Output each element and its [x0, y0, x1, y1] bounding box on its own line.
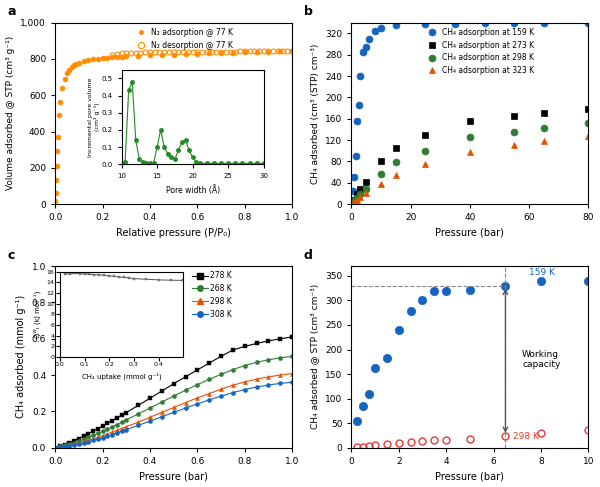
X-axis label: Pressure (bar): Pressure (bar) — [139, 471, 208, 481]
Text: 298 K: 298 K — [512, 432, 538, 441]
Y-axis label: CH₄ adsorbed (mmol g⁻¹): CH₄ adsorbed (mmol g⁻¹) — [16, 295, 26, 418]
Text: Working
capacity: Working capacity — [522, 350, 560, 369]
X-axis label: Pressure (bar): Pressure (bar) — [436, 227, 505, 238]
Text: a: a — [8, 5, 16, 19]
Y-axis label: CH₄ adsorbed (cm³ (STP) cm⁻³): CH₄ adsorbed (cm³ (STP) cm⁻³) — [311, 43, 320, 184]
X-axis label: Pressure (bar): Pressure (bar) — [436, 471, 505, 481]
Legend: N₂ adsorption @ 77 K, N₂ desorption @ 77 K: N₂ adsorption @ 77 K, N₂ desorption @ 77… — [130, 25, 236, 53]
Y-axis label: CH₄ adsorbed @ STP (cm³ cm⁻³): CH₄ adsorbed @ STP (cm³ cm⁻³) — [311, 284, 320, 430]
Legend: 278 K, 268 K, 298 K, 308 K: 278 K, 268 K, 298 K, 308 K — [190, 268, 235, 322]
Legend: CH₄ adsorption at 159 K, CH₄ adsorption at 273 K, CH₄ adsorption at 298 K, CH₄ a: CH₄ adsorption at 159 K, CH₄ adsorption … — [422, 25, 538, 78]
Text: 159 K: 159 K — [529, 268, 555, 277]
Text: c: c — [8, 249, 15, 262]
Text: d: d — [304, 249, 313, 262]
Y-axis label: Volume adsorbed @ STP (cm³ g⁻¹): Volume adsorbed @ STP (cm³ g⁻¹) — [6, 36, 15, 190]
Text: b: b — [304, 5, 313, 19]
X-axis label: Relative pressure (P/P₀): Relative pressure (P/P₀) — [116, 227, 231, 238]
